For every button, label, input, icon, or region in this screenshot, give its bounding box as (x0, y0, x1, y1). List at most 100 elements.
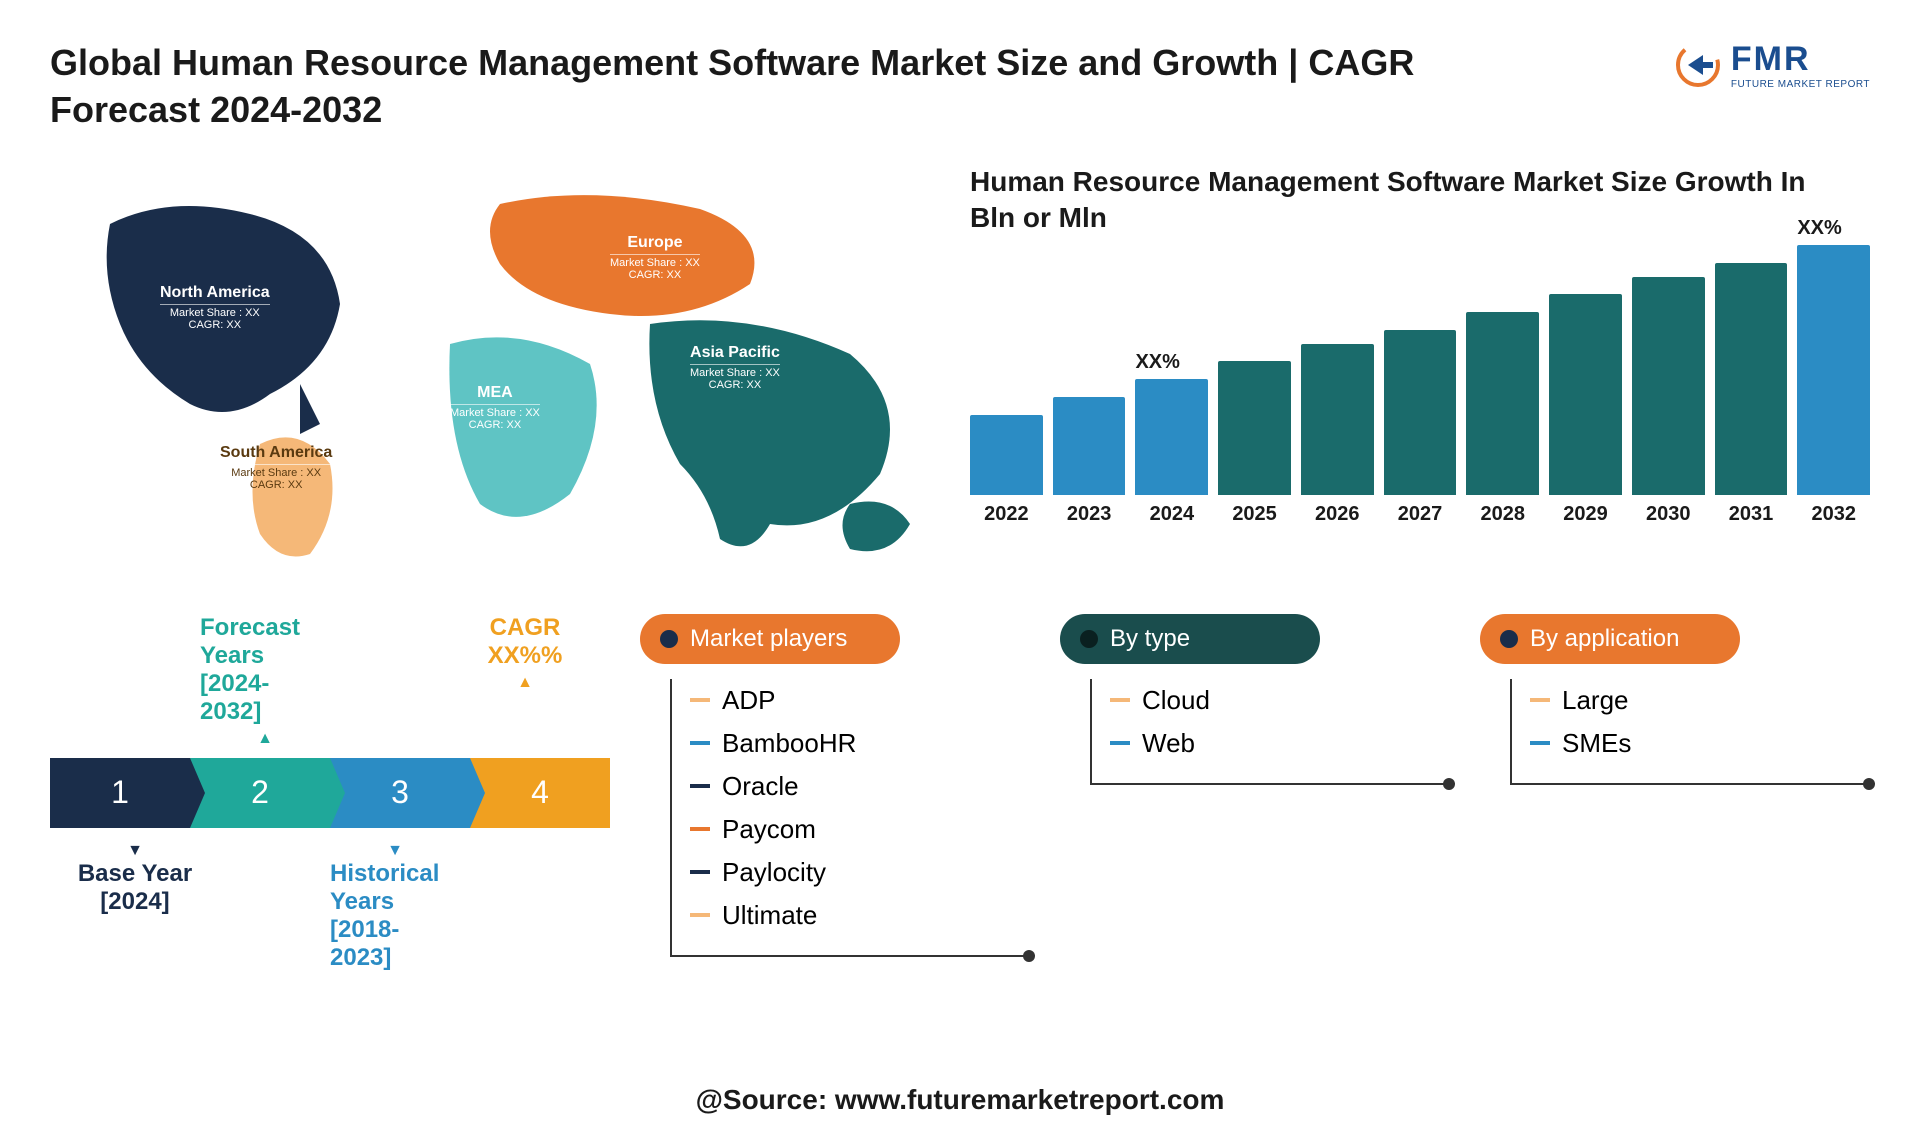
category-market-players: Market players ADP BambooHR Oracle Paycom Pay… (640, 614, 1030, 972)
tick-icon (690, 913, 710, 917)
bar-label: 2025 (1232, 503, 1277, 526)
timeline-segment-4: 4 (470, 758, 610, 828)
tick-icon (690, 741, 710, 745)
bar-2026 (1301, 344, 1374, 496)
bar-2031 (1715, 263, 1788, 495)
map-label-europe: EuropeMarket Share : XXCAGR: XX (610, 234, 700, 281)
map-label-south-america: South AmericaMarket Share : XXCAGR: XX (220, 444, 332, 491)
list-item-label: Oracle (722, 771, 799, 802)
list-item: ADP (670, 679, 1030, 722)
list-item-label: Web (1142, 728, 1195, 759)
category-dot-icon (1080, 630, 1098, 648)
logo-main-text: FMR (1731, 40, 1870, 79)
chart-title: Human Resource Management Software Marke… (970, 164, 1870, 237)
brand-logo: FMR FUTURE MARKET REPORT (1673, 40, 1870, 90)
category-list: ADP BambooHR Oracle Paycom Paylocity Ultimate (670, 679, 1030, 957)
timeline-label-base-year: ▼Base Year[2024] (78, 838, 192, 972)
list-item-label: Paylocity (722, 857, 826, 888)
category-dot-icon (660, 630, 678, 648)
tick-icon (690, 784, 710, 788)
category-header: Market players (640, 614, 900, 664)
map-label-mea: MEAMarket Share : XXCAGR: XX (450, 384, 540, 431)
list-item-label: BambooHR (722, 728, 856, 759)
bar-group-2032: XX% 2032 (1797, 245, 1870, 526)
bar-group-2026: 2026 (1301, 344, 1374, 527)
list-item-label: Ultimate (722, 900, 817, 931)
tick-icon (690, 827, 710, 831)
bar-2025 (1218, 361, 1291, 495)
timeline: Forecast Years[2024-2032]▲ CAGRXX%%▲ 1234… (50, 614, 610, 972)
bar-label: 2032 (1811, 503, 1856, 526)
bar-label: 2031 (1729, 503, 1774, 526)
category-title: By application (1530, 625, 1679, 653)
bar-group-2027: 2027 (1384, 330, 1457, 526)
timeline-label-historical-years: ▼Historical Years[2018-2023] (330, 838, 460, 972)
bar-group-2028: 2028 (1466, 312, 1539, 526)
list-item: BambooHR (670, 722, 1030, 765)
category-dot-icon (1500, 630, 1518, 648)
bar-group-2022: 2022 (970, 415, 1043, 526)
bar-2024: XX% (1135, 379, 1208, 495)
category-by-application: By application Large SMEs (1480, 614, 1870, 972)
tick-icon (690, 698, 710, 702)
list-item: Paylocity (670, 851, 1030, 894)
bar-group-2024: XX% 2024 (1135, 379, 1208, 526)
bar-label: 2023 (1067, 503, 1112, 526)
category-header: By type (1060, 614, 1320, 664)
bar-group-2029: 2029 (1549, 294, 1622, 526)
tick-icon (1110, 741, 1130, 745)
logo-sub-text: FUTURE MARKET REPORT (1731, 79, 1870, 90)
bar-label: 2028 (1481, 503, 1526, 526)
bar-chart: 2022 2023 XX% 2024 2025 2026 2027 2028 2029 2030 2… (970, 246, 1870, 526)
bar-label: 2022 (984, 503, 1029, 526)
timeline-label-cagr: CAGRXX%%▲ (488, 614, 563, 748)
bar-label: 2026 (1315, 503, 1360, 526)
list-item: Web (1090, 722, 1450, 765)
list-item-label: SMEs (1562, 728, 1631, 759)
bar-2028 (1466, 312, 1539, 495)
list-item: Oracle (670, 765, 1030, 808)
bar-2023 (1053, 397, 1126, 495)
timeline-segment-1: 1 (50, 758, 190, 828)
category-title: Market players (690, 625, 847, 653)
fmr-logo-icon (1673, 40, 1723, 90)
bar-annotation: XX% (1797, 217, 1841, 240)
list-item-label: ADP (722, 685, 775, 716)
tick-icon (1110, 698, 1130, 702)
category-title: By type (1110, 625, 1190, 653)
bar-label: 2030 (1646, 503, 1691, 526)
bar-group-2031: 2031 (1715, 263, 1788, 526)
map-label-north-america: North AmericaMarket Share : XXCAGR: XX (160, 284, 270, 331)
bar-label: 2027 (1398, 503, 1443, 526)
list-item-label: Large (1562, 685, 1629, 716)
list-item: Ultimate (670, 894, 1030, 937)
bar-group-2030: 2030 (1632, 277, 1705, 527)
tick-icon (1530, 741, 1550, 745)
timeline-segment-2: 2 (190, 758, 330, 828)
bar-2032: XX% (1797, 245, 1870, 495)
timeline-label-forecast-years: Forecast Years[2024-2032]▲ (200, 614, 330, 748)
bar-label: 2029 (1563, 503, 1608, 526)
list-item-label: Paycom (722, 814, 816, 845)
list-item-label: Cloud (1142, 685, 1210, 716)
timeline-segment-3: 3 (330, 758, 470, 828)
list-item: Cloud (1090, 679, 1450, 722)
category-header: By application (1480, 614, 1740, 664)
bar-2030 (1632, 277, 1705, 496)
list-item: SMEs (1510, 722, 1870, 765)
map-label-asia-pacific: Asia PacificMarket Share : XXCAGR: XX (690, 344, 780, 391)
category-list: Large SMEs (1510, 679, 1870, 785)
bar-annotation: XX% (1135, 351, 1179, 374)
bar-label: 2024 (1150, 503, 1195, 526)
bar-2029 (1549, 294, 1622, 495)
list-item: Large (1510, 679, 1870, 722)
bar-2027 (1384, 330, 1457, 495)
bar-group-2025: 2025 (1218, 361, 1291, 526)
bar-group-2023: 2023 (1053, 397, 1126, 526)
list-item: Paycom (670, 808, 1030, 851)
tick-icon (690, 870, 710, 874)
world-map: North AmericaMarket Share : XXCAGR: XX So… (50, 164, 930, 564)
category-list: Cloud Web (1090, 679, 1450, 785)
tick-icon (1530, 698, 1550, 702)
category-by-type: By type Cloud Web (1060, 614, 1450, 972)
